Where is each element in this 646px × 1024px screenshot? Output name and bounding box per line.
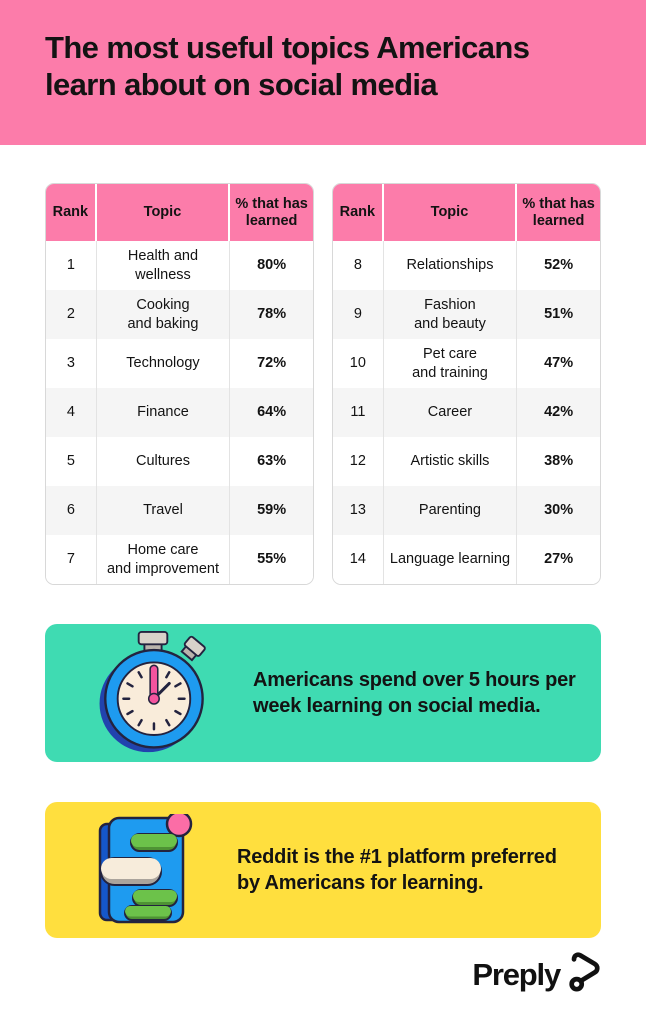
topic-cell: Technology [97, 339, 231, 388]
percent-cell: 78% [257, 306, 287, 323]
table-row: 13 Parenting 30% [333, 486, 600, 535]
percent-cell: 52% [544, 257, 574, 274]
percent-cell: 59% [257, 502, 287, 519]
preply-wordmark: Preply [472, 956, 561, 992]
percent-cell: 64% [257, 404, 287, 421]
table-row: 9 Fashion and beauty 51% [333, 290, 600, 339]
table-row: 12 Artistic skills 38% [333, 437, 600, 486]
table-row: 3 Technology 72% [46, 339, 313, 388]
page-title: The most useful topics Americans learn a… [45, 30, 530, 102]
column-header-topic: Topic [97, 184, 231, 241]
topic-cell: Finance [97, 388, 231, 437]
topic-cell: Home care and improvement [97, 535, 231, 584]
topic-cell: Travel [97, 486, 231, 535]
ranking-table-right: Rank Topic % that has learned 8 Relation… [332, 183, 601, 585]
rank-cell: 10 [333, 339, 384, 388]
ranking-tables: Rank Topic % that has learned 1 Health a… [45, 183, 601, 585]
percent-cell: 42% [544, 404, 574, 421]
rank-cell: 14 [333, 535, 384, 584]
column-header-rank: Rank [46, 184, 97, 241]
rank-cell: 4 [46, 388, 97, 437]
percent-cell: 47% [544, 355, 574, 372]
topic-cell: Cultures [97, 437, 231, 486]
percent-cell: 30% [544, 502, 574, 519]
percent-cell: 63% [257, 453, 287, 470]
rank-cell: 5 [46, 437, 97, 486]
topic-cell: Pet care and training [384, 339, 518, 388]
rank-cell: 7 [46, 535, 97, 584]
table-row: 4 Finance 64% [46, 388, 313, 437]
rank-cell: 3 [46, 339, 97, 388]
percent-cell: 51% [544, 306, 574, 323]
topic-cell: Parenting [384, 486, 518, 535]
rank-cell: 2 [46, 290, 97, 339]
table-body: 8 Relationships 52% 9 Fashion and beauty… [333, 241, 600, 584]
table-row: 7 Home care and improvement 55% [46, 535, 313, 584]
book-chat-icon [95, 814, 195, 926]
table-row: 10 Pet care and training 47% [333, 339, 600, 388]
brand-logo: Preply [472, 951, 601, 998]
percent-cell: 55% [257, 551, 287, 568]
table-body: 1 Health and wellness 80% 2 Cooking and … [46, 241, 313, 584]
column-header-topic: Topic [384, 184, 518, 241]
column-header-percent: % that has learned [522, 195, 595, 229]
table-header-row: Rank Topic % that has learned [46, 184, 313, 241]
percent-cell: 27% [544, 551, 574, 568]
table-header-row: Rank Topic % that has learned [333, 184, 600, 241]
topic-cell: Language learning [384, 535, 518, 584]
percent-cell: 80% [257, 257, 287, 274]
topic-cell: Career [384, 388, 518, 437]
table-row: 5 Cultures 63% [46, 437, 313, 486]
rank-cell: 11 [333, 388, 384, 437]
column-header-rank: Rank [333, 184, 384, 241]
percent-cell: 72% [257, 355, 287, 372]
table-row: 11 Career 42% [333, 388, 600, 437]
table-row: 1 Health and wellness 80% [46, 241, 313, 290]
topic-cell: Artistic skills [384, 437, 518, 486]
ranking-table-left: Rank Topic % that has learned 1 Health a… [45, 183, 314, 585]
topic-cell: Cooking and baking [97, 290, 231, 339]
percent-cell: 38% [544, 453, 574, 470]
rank-cell: 12 [333, 437, 384, 486]
fact-card-reddit: Reddit is the #1 platform preferred by A… [45, 802, 601, 938]
topic-cell: Health and wellness [97, 241, 231, 290]
rank-cell: 8 [333, 241, 384, 290]
table-row: 2 Cooking and baking 78% [46, 290, 313, 339]
fact-text-time: Americans spend over 5 hours per week le… [253, 669, 576, 717]
preply-mark-icon [565, 951, 601, 998]
fact-card-time: Americans spend over 5 hours per week le… [45, 624, 601, 762]
column-header-percent: % that has learned [235, 195, 308, 229]
rank-cell: 6 [46, 486, 97, 535]
topic-cell: Relationships [384, 241, 518, 290]
stopwatch-icon [95, 630, 211, 756]
table-row: 6 Travel 59% [46, 486, 313, 535]
rank-cell: 1 [46, 241, 97, 290]
table-row: 8 Relationships 52% [333, 241, 600, 290]
rank-cell: 13 [333, 486, 384, 535]
topic-cell: Fashion and beauty [384, 290, 518, 339]
table-row: 14 Language learning 27% [333, 535, 600, 584]
rank-cell: 9 [333, 290, 384, 339]
header-banner: The most useful topics Americans learn a… [0, 0, 646, 145]
fact-text-reddit: Reddit is the #1 platform preferred by A… [237, 846, 557, 894]
